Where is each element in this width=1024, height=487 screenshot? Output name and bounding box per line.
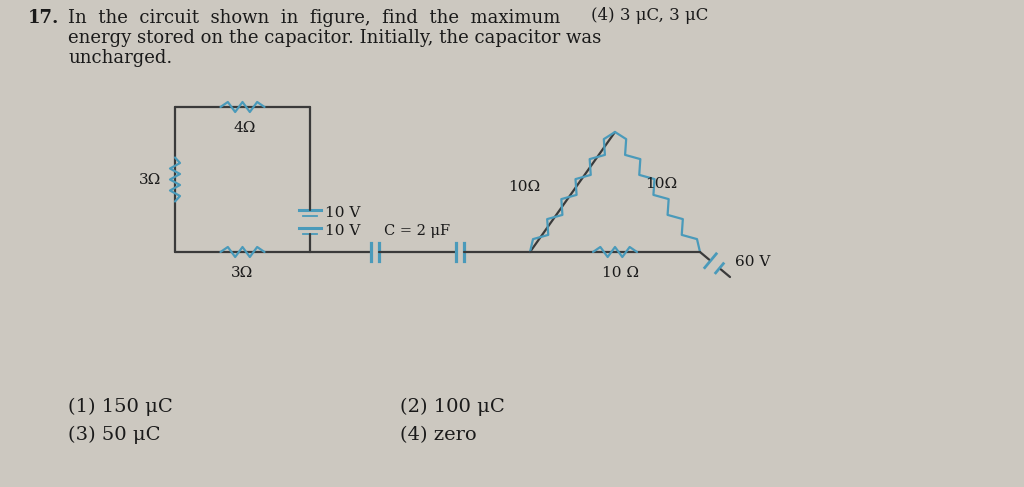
Text: energy stored on the capacitor. Initially, the capacitor was: energy stored on the capacitor. Initiall…	[68, 29, 601, 47]
Text: In  the  circuit  shown  in  figure,  find  the  maximum: In the circuit shown in figure, find the…	[68, 9, 560, 27]
Text: 17.: 17.	[28, 9, 59, 27]
Text: 60 V: 60 V	[735, 255, 770, 269]
Text: (3) 50 μC: (3) 50 μC	[68, 426, 161, 444]
Text: C = 2 μF: C = 2 μF	[384, 224, 451, 238]
Text: 3Ω: 3Ω	[231, 266, 254, 280]
Text: (4) 3 μC, 3 μC: (4) 3 μC, 3 μC	[591, 7, 709, 24]
Text: (2) 100 μC: (2) 100 μC	[400, 398, 505, 416]
Text: 10 V: 10 V	[325, 224, 360, 238]
Text: 4Ω: 4Ω	[233, 121, 256, 135]
Text: uncharged.: uncharged.	[68, 49, 172, 67]
Text: 10 Ω: 10 Ω	[601, 266, 639, 280]
Text: 10 V: 10 V	[325, 206, 360, 220]
Text: (4) zero: (4) zero	[400, 426, 476, 444]
Text: 10Ω: 10Ω	[645, 177, 677, 191]
Text: 3Ω: 3Ω	[138, 172, 161, 187]
Text: 10Ω: 10Ω	[508, 180, 540, 194]
Text: (1) 150 μC: (1) 150 μC	[68, 398, 173, 416]
